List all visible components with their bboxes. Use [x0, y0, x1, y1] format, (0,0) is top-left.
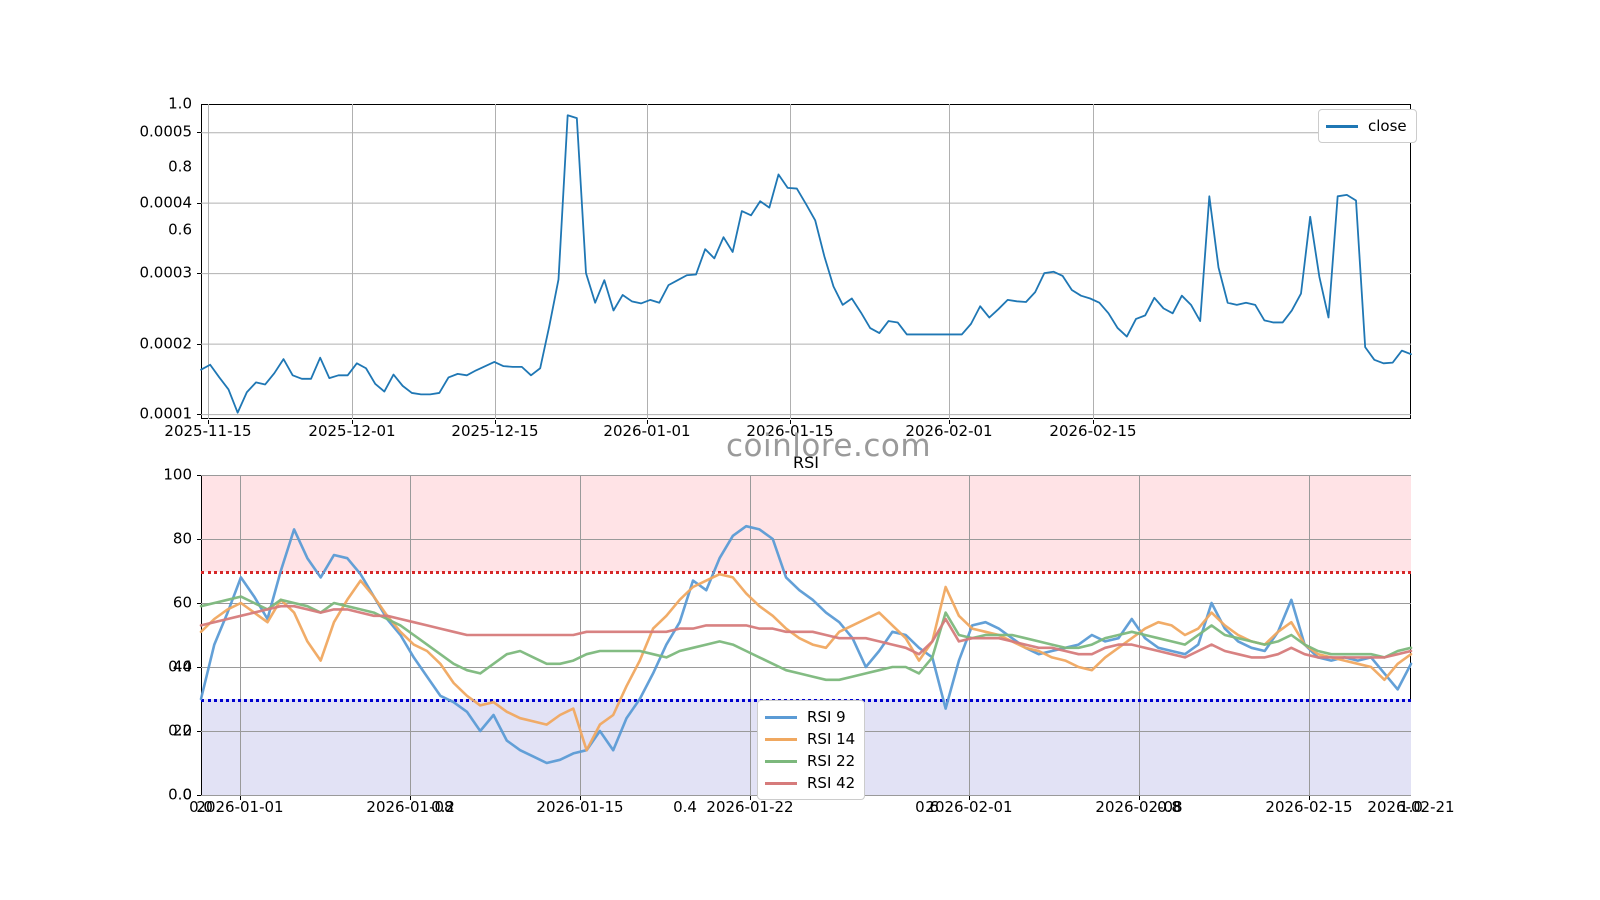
price-series-close [200, 114, 1412, 414]
rsi-xtick-label: 2026-01-22 [706, 798, 794, 816]
rsi-xtick-mark [1139, 796, 1140, 800]
price-plot-area [201, 104, 1411, 419]
rsi-ytick-label-secondary: 0.2 [168, 721, 192, 740]
legend-label-rsi-14: RSI 14 [807, 730, 856, 748]
legend-swatch-close [1326, 124, 1358, 128]
legend-swatch-rsi-14 [765, 737, 797, 741]
legend-swatch-rsi-9 [765, 715, 797, 719]
price-xtick-mark [790, 420, 791, 424]
price-ytick-label-secondary: 0.8 [168, 157, 192, 176]
legend-label-close: close [1368, 117, 1407, 135]
price-xtick-label: 2026-01-01 [603, 422, 691, 440]
rsi-ytick-mark [197, 731, 201, 732]
price-ytick-label: 0.0001 [139, 404, 193, 423]
rsi-xtick-mark [240, 796, 241, 800]
rsi-ytick-mark [197, 603, 201, 604]
price-ytick-label: 0.0002 [139, 334, 193, 353]
price-xtick-label: 2025-12-15 [451, 422, 539, 440]
price-xtick-label: 2025-12-01 [308, 422, 396, 440]
legend-label-rsi-9: RSI 9 [807, 708, 846, 726]
rsi-xtick-label-secondary: 0.4 [673, 798, 697, 816]
legend-swatch-rsi-22 [765, 759, 797, 763]
price-ytick-label-secondary: 1.0 [168, 94, 192, 113]
rsi-title: RSI [793, 453, 819, 472]
rsi-xtick-label: 2026-02-21 [1367, 798, 1455, 816]
legend-item-close[interactable]: close [1326, 115, 1407, 137]
rsi-xtick-label-secondary: 1.0 [1399, 798, 1423, 816]
rsi-ytick-label: 20 [172, 721, 192, 740]
rsi-legend[interactable]: RSI 9 RSI 14 RSI 22 RSI 42 [757, 700, 866, 800]
price-xtick-mark [352, 420, 353, 424]
rsi-chart-panel: 0 20 40 60 80 100 0.0 0.2 0.4 2026-01-01 2026-01-… [0, 453, 1600, 845]
rsi-xtick-mark [969, 796, 970, 800]
rsi-series-lines [199, 524, 1413, 765]
rsi-xtick-label-secondary: 0.8 [1157, 798, 1181, 816]
price-xtick-mark [949, 420, 950, 424]
price-xtick-mark [1093, 420, 1094, 424]
price-xtick-label: 2026-01-15 [746, 422, 834, 440]
rsi-xtick-label-secondary: 0.2 [431, 798, 455, 816]
price-xtick-label: 2026-02-01 [905, 422, 993, 440]
rsi-ytick-label: 40 [172, 657, 192, 676]
rsi-ytick-mark [197, 795, 201, 796]
rsi-xtick-label: 2026-01-15 [536, 798, 624, 816]
price-legend[interactable]: close [1318, 109, 1417, 143]
price-xtick-mark [208, 420, 209, 424]
rsi-ytick-mark [197, 475, 201, 476]
price-ytick-mark [197, 414, 201, 415]
price-ytick-mark [197, 132, 201, 133]
legend-item-rsi-14[interactable]: RSI 14 [765, 728, 855, 750]
legend-label-rsi-22: RSI 22 [807, 752, 856, 770]
legend-label-rsi-42: RSI 42 [807, 774, 856, 792]
overbought-band [202, 476, 1411, 572]
price-ytick-mark [197, 273, 201, 274]
rsi-xtick-label: 2026-02-08 [1095, 798, 1183, 816]
price-ytick-mark [197, 344, 201, 345]
rsi-ytick-label: 100 [163, 465, 192, 484]
price-ytick-label: 0.0003 [139, 263, 193, 282]
rsi-xtick-mark [410, 796, 411, 800]
rsi-xtick-label: 2026-01-08 [366, 798, 454, 816]
price-xtick-label: 2026-02-15 [1049, 422, 1137, 440]
legend-item-rsi-22[interactable]: RSI 22 [765, 750, 855, 772]
rsi-ytick-label: 80 [172, 529, 192, 548]
price-ytick-label-secondary: 0.6 [168, 220, 192, 239]
rsi-xtick-mark [750, 796, 751, 800]
rsi-ytick-mark [197, 667, 201, 668]
price-ytick-label: 0.0004 [139, 193, 193, 212]
rsi-xtick-label: 2026-02-15 [1265, 798, 1353, 816]
price-ytick-label: 0.0005 [139, 122, 193, 141]
price-chart-panel: 0.0001 0.0002 0.0003 0.0004 0.0005 0.6 0.8 1.0 … [139, 94, 1417, 440]
price-xtick-label: 2025-11-15 [164, 422, 252, 440]
legend-item-rsi-9[interactable]: RSI 9 [765, 706, 855, 728]
price-xtick-mark [495, 420, 496, 424]
price-ytick-mark [197, 203, 201, 204]
legend-item-rsi-42[interactable]: RSI 42 [765, 772, 855, 794]
rsi-ytick-label: 0 [182, 785, 192, 804]
rsi-xtick-label-secondary: 0.0 [189, 798, 213, 816]
rsi-xtick-mark [580, 796, 581, 800]
legend-swatch-rsi-42 [765, 781, 797, 785]
rsi-xtick-label-secondary: 0.6 [915, 798, 939, 816]
rsi-ytick-label-secondary: 0.0 [168, 785, 192, 804]
watermark: coinlore.com [726, 428, 932, 464]
rsi-ytick-label-secondary: 0.4 [168, 657, 192, 676]
price-xtick-mark [647, 420, 648, 424]
overbought-threshold-line [201, 571, 1411, 574]
rsi-xtick-label: 2026-02-01 [925, 798, 1013, 816]
rsi-xtick-label: 2026-01-01 [196, 798, 284, 816]
rsi-ytick-mark [197, 539, 201, 540]
rsi-xtick-mark [1309, 796, 1310, 800]
rsi-ytick-label: 60 [172, 593, 192, 612]
